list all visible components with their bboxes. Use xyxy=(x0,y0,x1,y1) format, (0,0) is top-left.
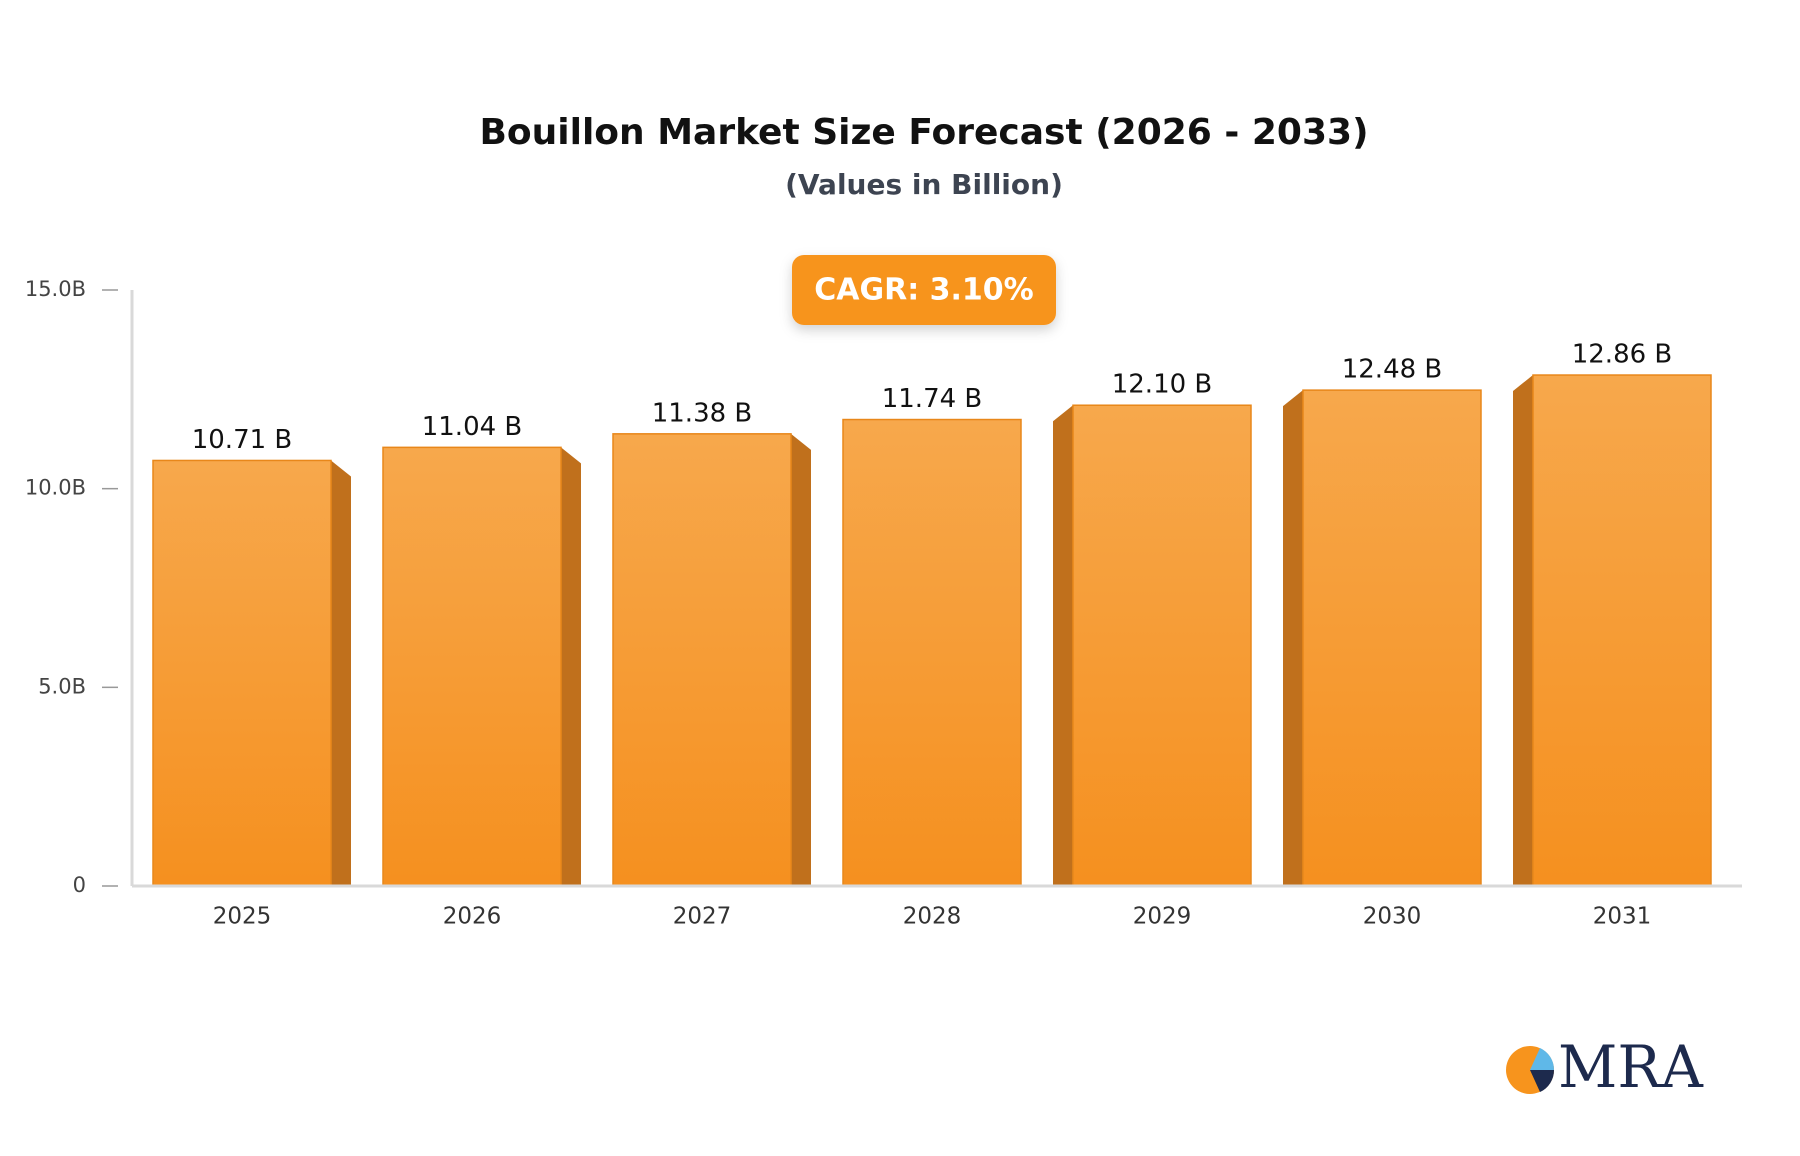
bar-side xyxy=(561,447,581,886)
y-tick-label: 15.0B xyxy=(25,277,86,301)
bar-side xyxy=(1283,390,1303,886)
value-label: 11.74 B xyxy=(882,384,983,414)
x-tick-label: 2031 xyxy=(1593,904,1652,930)
value-label: 12.86 B xyxy=(1572,340,1673,370)
logo-icon xyxy=(1530,1048,1555,1070)
value-label: 12.10 B xyxy=(1112,370,1213,400)
value-label: 12.48 B xyxy=(1342,355,1443,385)
y-tick-label: 10.0B xyxy=(25,476,86,500)
bar xyxy=(612,433,792,887)
x-tick-label: 2026 xyxy=(443,904,502,930)
chart-title: Bouillon Market Size Forecast (2026 - 20… xyxy=(479,112,1368,153)
bar-side xyxy=(1513,375,1533,886)
bar xyxy=(1302,389,1482,887)
bar xyxy=(1072,404,1252,887)
value-label: 11.04 B xyxy=(422,412,523,442)
bar-side xyxy=(331,460,351,886)
bar xyxy=(152,459,332,887)
x-tick-label: 2028 xyxy=(903,904,962,930)
bar-side xyxy=(1053,405,1073,886)
bar xyxy=(1532,374,1712,887)
value-label: 10.71 B xyxy=(192,425,293,455)
bar-side xyxy=(791,433,811,886)
value-label: 11.38 B xyxy=(652,398,753,428)
logo-text: MRA xyxy=(1558,1033,1704,1101)
y-tick-label: 5.0B xyxy=(38,674,86,698)
cagr-badge xyxy=(792,255,1056,325)
bar xyxy=(382,446,562,887)
x-tick-label: 2029 xyxy=(1133,904,1192,930)
logo-icon xyxy=(1530,1070,1555,1092)
chart-subtitle: (Values in Billion) xyxy=(785,168,1063,201)
bar xyxy=(842,418,1022,887)
y-tick-label: 0 xyxy=(73,873,86,897)
x-tick-label: 2025 xyxy=(213,904,272,930)
logo: MRA xyxy=(1506,1033,1704,1101)
x-tick-label: 2030 xyxy=(1363,904,1422,930)
x-tick-label: 2027 xyxy=(673,904,732,930)
cagr-label: CAGR: 3.10% xyxy=(814,273,1033,308)
